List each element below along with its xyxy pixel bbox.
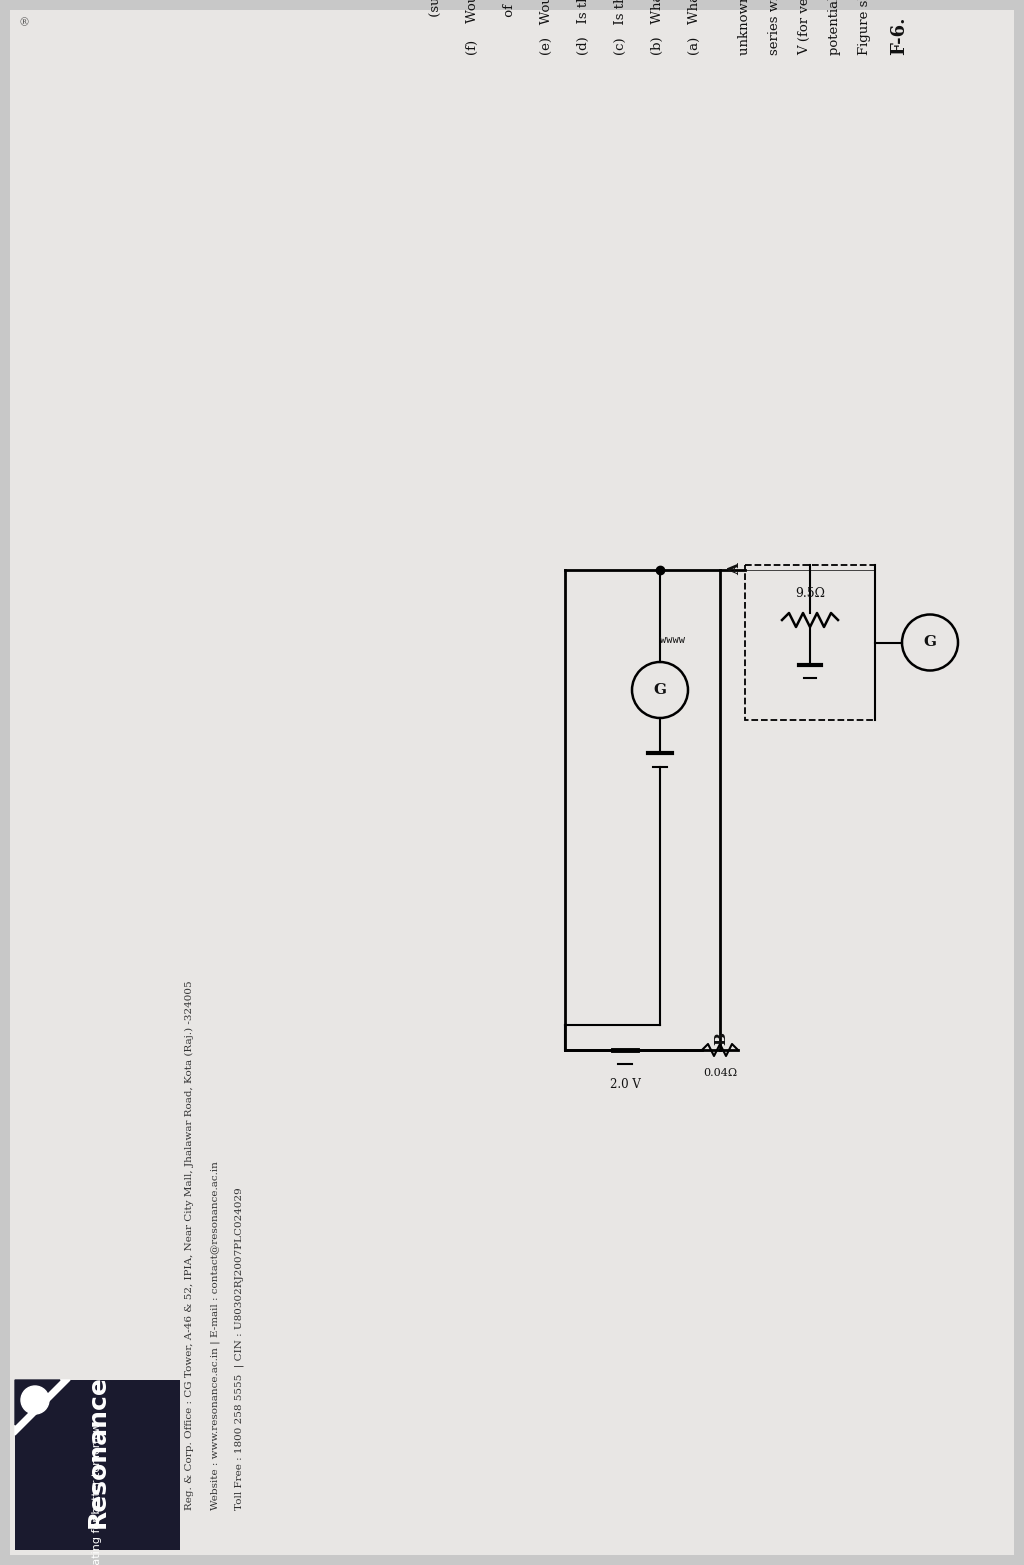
Text: wwww: wwww bbox=[659, 635, 684, 645]
Polygon shape bbox=[15, 1380, 70, 1435]
Text: Reg. & Corp. Office : CG Tower, A-46 & 52, IPIA, Near City Mall, Jhalawar Road, : Reg. & Corp. Office : CG Tower, A-46 & 5… bbox=[185, 980, 195, 1510]
Bar bbox=[15, 1380, 180, 1549]
Text: G: G bbox=[653, 682, 667, 696]
Text: G: G bbox=[924, 635, 937, 649]
Text: 0.04Ω: 0.04Ω bbox=[702, 1067, 737, 1078]
Text: 9.5Ω: 9.5Ω bbox=[795, 587, 825, 599]
Text: unknown emf E and the balance point found similarly turns out to be at 82.3 cm l: unknown emf E and the balance point foun… bbox=[738, 0, 751, 55]
Text: ®: ® bbox=[18, 19, 29, 28]
Text: Resonance: Resonance bbox=[85, 1376, 110, 1527]
Text: R: R bbox=[30, 1393, 40, 1407]
Text: (f)    Would the circuit work well for determining extremely small emf, say, of : (f) Would the circuit work well for dete… bbox=[466, 0, 479, 55]
Text: Educating for better tomorrow: Educating for better tomorrow bbox=[92, 1423, 102, 1565]
Text: F-6.: F-6. bbox=[890, 17, 908, 55]
Bar bbox=[745, 565, 874, 720]
Text: A: A bbox=[728, 563, 742, 574]
Text: 2.0 V: 2.0 V bbox=[609, 1078, 640, 1091]
Circle shape bbox=[22, 1387, 49, 1415]
Text: (a)   What is the value of E ?: (a) What is the value of E ? bbox=[688, 0, 701, 55]
Text: Toll Free : 1800 258 5555  | CIN : U80302RJ2007PLC024029: Toll Free : 1800 258 5555 | CIN : U80302… bbox=[234, 1188, 245, 1510]
Text: series with it which is shorted close to the balance point. The standard cell is: series with it which is shorted close to… bbox=[768, 0, 781, 55]
Text: (d)   Is the balance point affected by the internal resistance of the high resis: (d) Is the balance point affected by the… bbox=[577, 0, 590, 55]
Text: Website : www.resonance.ac.in | E-mail : contact@resonance.ac.in: Website : www.resonance.ac.in | E-mail :… bbox=[210, 1161, 219, 1510]
Text: potential drop across the potentiometer wire AB. A standard cell which maintains: potential drop across the potentiometer … bbox=[828, 0, 841, 55]
Polygon shape bbox=[15, 1380, 60, 1426]
Text: of 1.0 V instead of 2.0 V?: of 1.0 V instead of 2.0 V? bbox=[503, 0, 516, 55]
Text: (c)   Is the balance point affected by this high resistance?: (c) Is the balance point affected by thi… bbox=[614, 0, 627, 55]
Text: (e)   Would the method work in the above situation if the driver cell of the pot: (e) Would the method work in the above s… bbox=[540, 0, 553, 55]
Text: Figure shows a potentiometer with a cell of emf 2.0 V and internal resistance 0.: Figure shows a potentiometer with a cell… bbox=[858, 0, 871, 55]
Text: (b)   What purpose does the high resistance of 600 kΩ have ?: (b) What purpose does the high resistanc… bbox=[651, 0, 664, 55]
Text: B: B bbox=[714, 1031, 728, 1045]
Text: V (for very moderate currents drawn from the standard cell, a very high resistan: V (for very moderate currents drawn from… bbox=[798, 0, 811, 55]
Text: (such typical emf of thermocouple)?: (such typical emf of thermocouple)? bbox=[429, 0, 442, 55]
